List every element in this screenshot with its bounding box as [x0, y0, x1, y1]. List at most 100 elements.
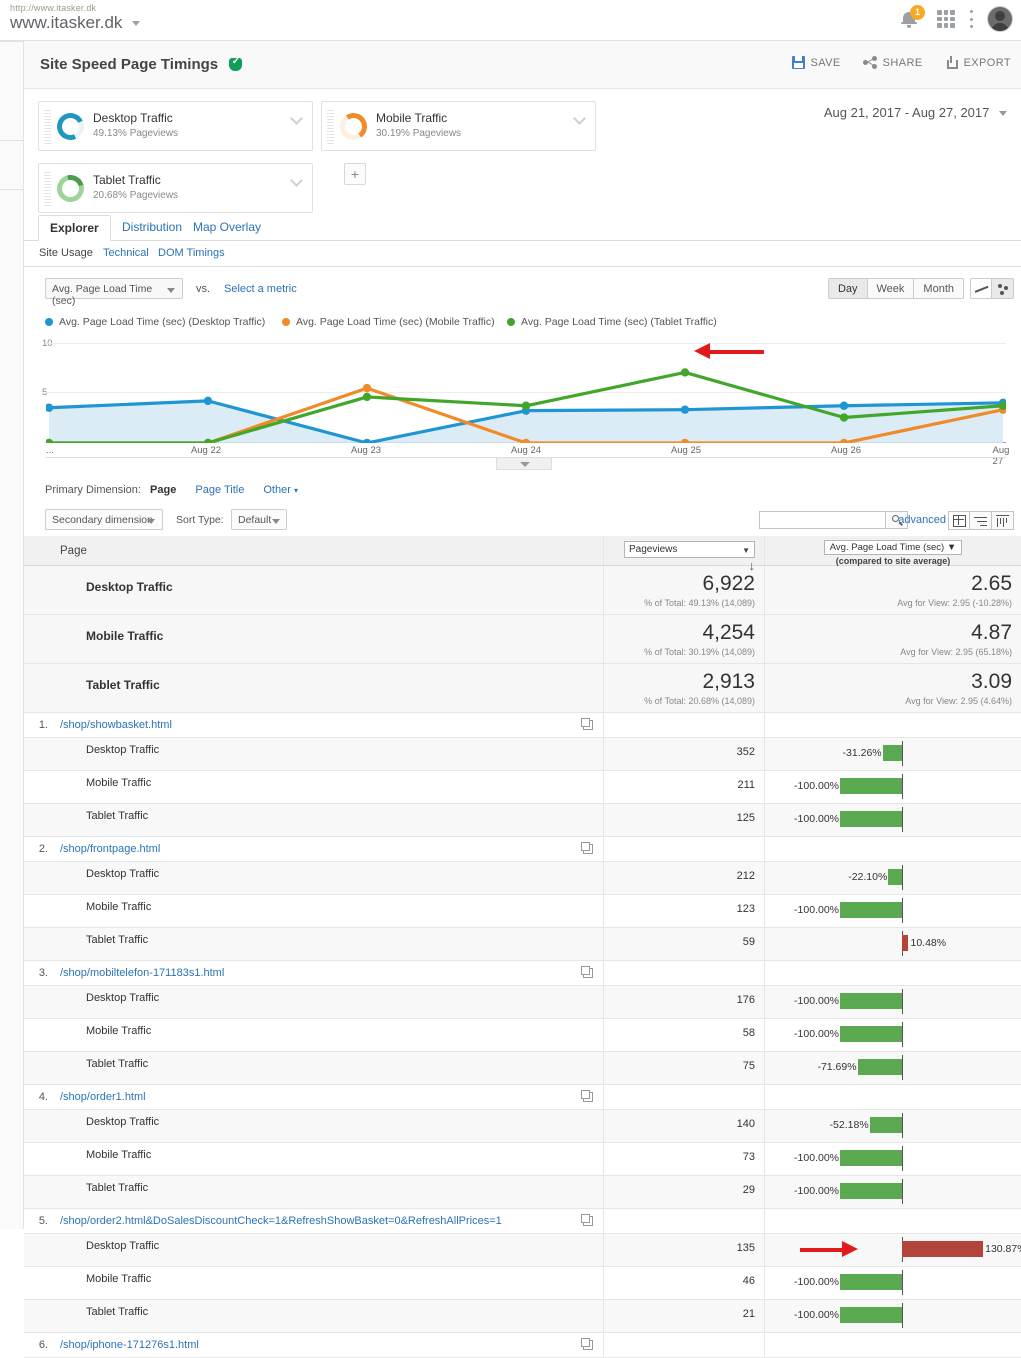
sort-type-select[interactable]: Default — [231, 509, 287, 530]
report-header: Site Speed Page Timings SAVE SHARE EXPOR… — [24, 41, 1021, 89]
pageviews-metric-select[interactable]: Pageviews ▼ — [624, 541, 755, 558]
chevron-down-icon[interactable] — [575, 114, 586, 121]
comparison-label: -100.00% — [794, 1309, 839, 1321]
granularity-week[interactable]: Week — [867, 278, 915, 299]
drag-handle-icon[interactable] — [327, 110, 334, 144]
save-button[interactable]: SAVE — [791, 56, 841, 69]
comparison-label: -52.18% — [829, 1119, 869, 1131]
legend-label: Avg. Page Load Time (sec) (Desktop Traff… — [59, 316, 266, 328]
granularity-day[interactable]: Day — [827, 278, 868, 299]
motion-chart-icon[interactable] — [992, 278, 1014, 299]
row-index: 1. — [38, 719, 48, 731]
device-pageviews: 73 — [603, 1143, 764, 1175]
export-button[interactable]: EXPORT — [945, 56, 1011, 69]
timeseries-chart[interactable]: 10 5 ... Aug 22 Aug 23 Aug 24 Aug 25 Aug… — [24, 335, 1021, 470]
table-url-row[interactable]: 6. /shop/iphone-171276s1.html — [24, 1333, 1021, 1358]
device-name: Mobile Traffic — [86, 901, 152, 913]
legend-label: Avg. Page Load Time (sec) (Tablet Traffi… — [521, 316, 717, 328]
tab-distribution[interactable]: Distribution — [122, 220, 183, 234]
subtab-dom-timings[interactable]: DOM Timings — [158, 247, 225, 259]
date-range-slider-handle[interactable] — [496, 458, 552, 470]
line-chart-icon[interactable] — [970, 278, 992, 299]
secondary-dimension-select[interactable]: Secondary dimension — [45, 509, 163, 530]
comparison-bar-negative — [840, 1150, 902, 1166]
device-name: Desktop Traffic — [86, 992, 160, 1004]
segment-card-desktop[interactable]: Desktop Traffic 49.13% Pageviews — [38, 101, 313, 151]
search-button[interactable] — [886, 511, 908, 529]
apps-grid-icon[interactable] — [937, 10, 955, 28]
x-tick-2: Aug 23 — [350, 445, 382, 456]
sort-descending-icon[interactable]: ↓ — [748, 558, 756, 574]
legend-item-desktop: Avg. Page Load Time (sec) (Desktop Traff… — [45, 316, 265, 328]
date-range-selector[interactable]: Aug 21, 2017 - Aug 27, 2017 — [824, 105, 1007, 120]
open-in-new-window-icon[interactable] — [581, 966, 593, 978]
subtab-technical[interactable]: Technical — [103, 247, 149, 259]
share-button[interactable]: SHARE — [862, 56, 923, 69]
table-url-row[interactable]: 4. /shop/order1.html — [24, 1085, 1021, 1110]
device-pageviews: 176 — [603, 986, 764, 1018]
comparison-bar-negative — [840, 1307, 902, 1323]
page-url-link[interactable]: /shop/order2.html&DoSalesDiscountCheck=1… — [60, 1215, 502, 1227]
comparison-label: -100.00% — [794, 780, 839, 792]
segment-card-tablet[interactable]: Tablet Traffic 20.68% Pageviews — [38, 163, 313, 213]
page-url-link[interactable]: /shop/frontpage.html — [60, 843, 161, 855]
comparison-bar-negative — [882, 745, 902, 761]
avatar[interactable] — [987, 6, 1013, 32]
primary-dimension-other[interactable]: Other ▾ — [263, 484, 298, 496]
open-in-new-window-icon[interactable] — [581, 718, 593, 730]
primary-dimension-page-title[interactable]: Page Title — [195, 484, 245, 496]
table-device-row: Tablet Traffic 21 -100.00% — [24, 1300, 1021, 1333]
segment-card-mobile[interactable]: Mobile Traffic 30.19% Pageviews — [321, 101, 596, 151]
advanced-link[interactable]: advanced — [898, 514, 946, 526]
open-in-new-window-icon[interactable] — [581, 1214, 593, 1226]
legend-dot-icon — [507, 318, 515, 326]
page-url-link[interactable]: /shop/mobiltelefon-171183s1.html — [60, 967, 225, 979]
search-input[interactable] — [759, 511, 886, 529]
device-pageviews: 352 — [603, 738, 764, 770]
row-index: 6. — [38, 1339, 48, 1351]
page-url-link[interactable]: /shop/iphone-171276s1.html — [60, 1339, 199, 1351]
comparison-bar-cell: -100.00% — [774, 1179, 1012, 1204]
drag-handle-icon[interactable] — [44, 110, 51, 144]
table-url-row[interactable]: 2. /shop/frontpage.html — [24, 837, 1021, 862]
table-view-icon[interactable] — [948, 511, 970, 530]
tab-bar: Explorer Distribution Map Overlay — [24, 215, 1021, 241]
table-url-row[interactable]: 5. /shop/order2.html&DoSalesDiscountCheck… — [24, 1209, 1021, 1234]
comparison-label: -31.26% — [842, 747, 882, 759]
table-url-row[interactable]: 3. /shop/mobiltelefon-171183s1.html — [24, 961, 1021, 986]
device-pageviews: 135 — [603, 1234, 764, 1266]
page-url-link[interactable]: /shop/showbasket.html — [60, 719, 172, 731]
vs-label: vs. — [196, 283, 211, 295]
granularity-month[interactable]: Month — [914, 278, 964, 299]
tab-explorer[interactable]: Explorer — [38, 215, 111, 241]
subtab-site-usage[interactable]: Site Usage — [39, 247, 93, 259]
bar-view-icon[interactable] — [992, 511, 1014, 530]
tab-map-overlay[interactable]: Map Overlay — [193, 220, 262, 234]
table-device-row: Mobile Traffic 46 -100.00% — [24, 1267, 1021, 1300]
open-in-new-window-icon[interactable] — [581, 1090, 593, 1102]
open-in-new-window-icon[interactable] — [581, 842, 593, 854]
column-header-page[interactable]: Page — [60, 545, 87, 557]
metric-select[interactable]: Avg. Page Load Time (sec) — [45, 278, 183, 307]
page-url-link[interactable]: /shop/order1.html — [60, 1091, 146, 1103]
chevron-down-icon[interactable] — [292, 114, 303, 121]
comparison-bar-negative — [857, 1059, 902, 1075]
comparison-label: 130.87% — [985, 1243, 1021, 1255]
chevron-down-icon — [132, 21, 141, 27]
drag-handle-icon[interactable] — [44, 172, 51, 206]
more-options-icon[interactable] — [969, 10, 973, 28]
select-a-metric-link[interactable]: Select a metric — [224, 283, 297, 295]
metric-column-select[interactable]: Avg. Page Load Time (sec) ▼ — [823, 540, 963, 555]
flow-view-icon[interactable] — [970, 511, 992, 530]
table-url-row[interactable]: 1. /shop/showbasket.html — [24, 713, 1021, 738]
open-in-new-window-icon[interactable] — [581, 1338, 593, 1350]
metric-column-subtitle: (compared to site average) — [835, 556, 951, 566]
chevron-down-icon[interactable] — [292, 176, 303, 183]
property-selector[interactable]: www.itasker.dk — [10, 13, 141, 33]
comparison-bar-cell: -100.00% — [774, 807, 1012, 832]
device-name: Desktop Traffic — [86, 1240, 160, 1252]
property-url: http://www.itasker.dk — [10, 3, 97, 13]
notifications-button[interactable]: 1 — [901, 5, 925, 31]
device-pageviews: 29 — [603, 1176, 764, 1208]
add-segment-button[interactable]: + — [344, 163, 366, 185]
